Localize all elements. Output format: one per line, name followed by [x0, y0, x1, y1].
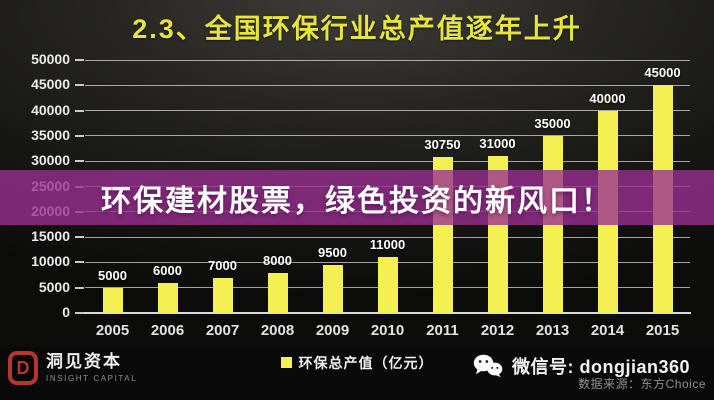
y-axis-tick-label: 35000	[31, 126, 70, 143]
x-axis-label: 2009	[315, 322, 350, 339]
y-axis-tick	[75, 312, 84, 314]
bar	[267, 272, 288, 313]
gridline	[85, 135, 690, 137]
legend-label: 环保总产值（亿元）	[298, 355, 434, 371]
x-axis-label: 2015	[645, 322, 680, 339]
x-axis-line	[84, 312, 691, 314]
bar	[377, 257, 398, 313]
y-axis-tick-label: 5000	[38, 278, 70, 295]
y-axis-tick	[75, 109, 84, 112]
wechat-contact: 微信号: dongjian360	[473, 353, 690, 379]
bar-value-label: 40000	[589, 90, 626, 106]
gridline	[85, 84, 690, 86]
y-axis-tick-label: 50000	[31, 51, 70, 67]
wechat-id-label: 微信号: dongjian360	[511, 357, 690, 377]
y-axis-tick-label: 45000	[31, 76, 70, 93]
bar	[157, 282, 178, 313]
bar-value-label: 5000	[98, 267, 127, 283]
x-axis-label: 2007	[205, 322, 240, 339]
y-axis-tick	[75, 160, 84, 163]
y-axis-tick	[75, 84, 84, 87]
bar-value-label: 11000	[369, 237, 406, 253]
bar-value-label: 8000	[263, 252, 292, 268]
promo-banner-text: 环保建材股票，绿色投资的新风口！	[101, 184, 613, 218]
data-source-label: 数据来源：东方Choice	[578, 377, 706, 391]
bar-value-label: 30750	[424, 137, 461, 153]
gridline	[85, 59, 690, 61]
bar-value-label: 45000	[644, 65, 681, 81]
x-axis-label: 2011	[426, 322, 459, 339]
y-axis-tick	[75, 59, 84, 61]
chart-legend: 环保总产值（亿元）	[0, 353, 714, 373]
y-axis-tick-label: 0	[62, 304, 70, 320]
x-axis-label: 2014	[590, 322, 625, 339]
wechat-icon	[473, 354, 503, 378]
brand-subtitle: INSIGHT CAPITAL	[46, 374, 138, 384]
bar-value-label: 9500	[318, 244, 347, 260]
y-axis-tick-label: 15000	[31, 228, 70, 245]
legend-swatch-icon	[280, 356, 292, 368]
x-axis-label: 2005	[95, 322, 130, 339]
bar	[322, 264, 343, 313]
y-axis-tick	[75, 286, 84, 289]
x-axis-label: 2006	[150, 322, 185, 339]
x-axis-label: 2013	[535, 322, 570, 339]
brand-logo: D 洞见资本 INSIGHT CAPITAL	[8, 351, 137, 385]
y-axis-tick	[75, 236, 84, 239]
x-axis-label: 2010	[370, 322, 405, 339]
bar-value-label: 35000	[534, 115, 571, 131]
y-axis-tick-label: 40000	[31, 101, 70, 118]
chart-title: 2.3、全国环保行业总产值逐年上升	[132, 14, 582, 44]
x-axis-label: 2008	[260, 322, 295, 339]
gridline	[85, 160, 690, 162]
y-axis-tick-label: 30000	[31, 152, 70, 169]
bar-value-label: 6000	[153, 262, 182, 278]
y-axis-tick-label: 10000	[31, 253, 70, 270]
insight-capital-logo-icon: D	[8, 351, 38, 385]
brand-name: 洞见资本	[46, 351, 122, 371]
promo-banner: 环保建材股票，绿色投资的新风口！	[0, 170, 714, 225]
bar	[212, 277, 233, 313]
gridline	[85, 236, 690, 238]
y-axis-tick	[75, 261, 84, 264]
bar-value-label: 31000	[479, 136, 516, 152]
x-axis-label: 2012	[480, 322, 515, 339]
bar-value-label: 7000	[208, 257, 237, 273]
footer-band	[0, 347, 714, 400]
gridline	[85, 110, 690, 112]
y-axis-tick	[75, 134, 84, 137]
bar	[102, 287, 123, 313]
